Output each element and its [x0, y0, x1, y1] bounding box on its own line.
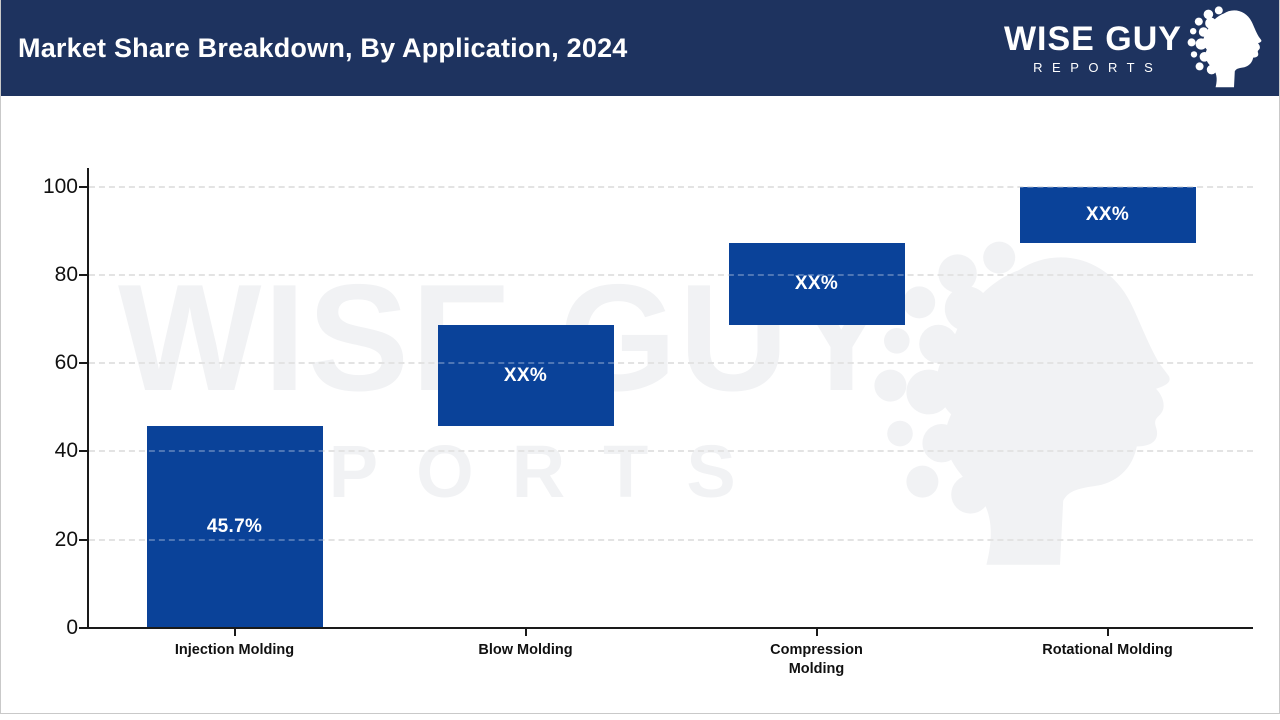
gridline-overlay-40: [89, 450, 1253, 453]
logo-text: WISE GUY REPORTS: [1004, 22, 1182, 75]
gridline-20: [89, 538, 1253, 541]
y-axis-tick: [79, 450, 87, 453]
gridline-overlay-20: [89, 538, 1253, 541]
y-axis-tick: [79, 627, 87, 629]
gridline-60: [89, 362, 1253, 365]
y-axis-tick: [79, 185, 87, 188]
y-axis-tick: [79, 273, 87, 276]
bar-value-label: 45.7%: [206, 516, 263, 538]
y-axis-tick-label: 0: [66, 616, 78, 639]
bar-rotational-molding: XX%: [1019, 186, 1196, 244]
y-axis-tick-label: 20: [54, 527, 78, 551]
header-bar: Market Share Breakdown, By Application, …: [0, 0, 1280, 96]
y-axis-tick-label: 100: [42, 174, 78, 198]
y-axis-line: [87, 168, 89, 629]
x-axis-label: Rotational Molding: [1042, 642, 1173, 658]
x-axis-label: Blow Molding: [478, 642, 573, 658]
bar-compression-molding: XX%: [728, 243, 905, 326]
x-axis-tick: [815, 629, 818, 636]
x-axis-tick: [1106, 629, 1109, 636]
chart-title: Market Share Breakdown, By Application, …: [18, 32, 628, 63]
y-axis-tick-label: 40: [54, 439, 78, 463]
x-axis-tick: [233, 629, 236, 636]
logo-reports-text: REPORTS: [1033, 59, 1163, 75]
gridline-overlay-100: [89, 185, 1253, 188]
y-axis-tick: [79, 538, 87, 541]
x-axis-tick: [524, 629, 527, 636]
logo-wordmark: WISE GUY: [1003, 19, 1182, 58]
bar-value-label: XX%: [503, 364, 548, 386]
gridline-80: [89, 273, 1253, 276]
bar-blow-molding: XX%: [437, 325, 614, 427]
bar-value-label: XX%: [794, 273, 839, 295]
gridline-100: [89, 185, 1253, 188]
y-axis-tick-label: 80: [54, 262, 78, 286]
gridline-overlay-60: [89, 362, 1253, 365]
x-axis-line: [87, 627, 1253, 629]
y-axis-tick-label: 60: [54, 351, 78, 375]
gridline-40: [89, 450, 1253, 453]
wise-guy-reports-logo: WISE GUY REPORTS: [1004, 4, 1266, 92]
x-axis-label: Injection Molding: [174, 642, 295, 658]
bar-value-label: XX%: [1085, 203, 1130, 225]
bar-injection-molding: 45.7%: [146, 426, 323, 628]
y-axis-tick: [79, 362, 87, 365]
x-axis-label: Compression Molding: [770, 642, 863, 677]
logo-face-icon: [1187, 6, 1262, 88]
gridline-overlay-80: [89, 273, 1253, 276]
